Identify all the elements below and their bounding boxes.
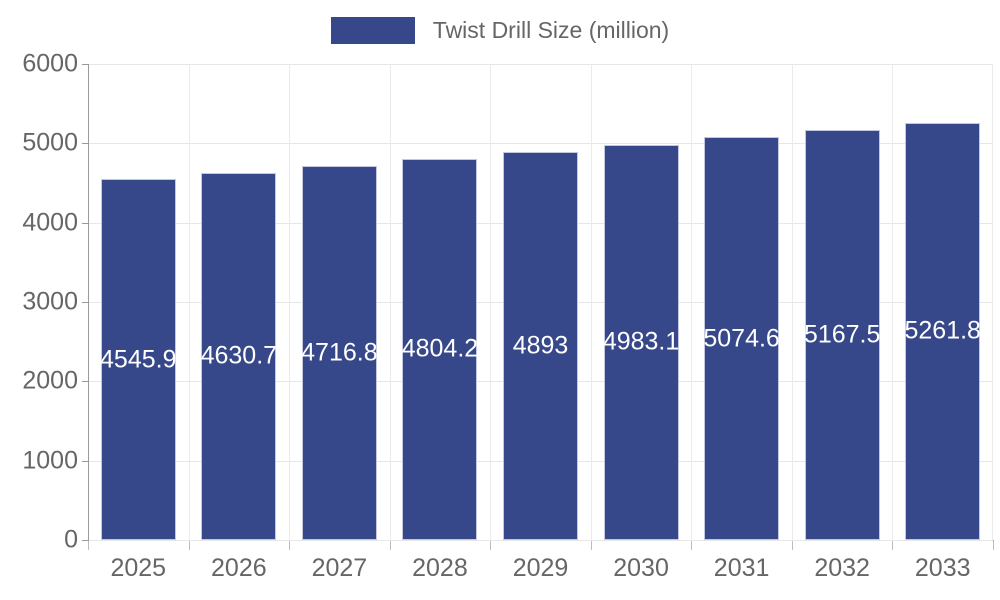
x-axis-tick-label: 2031 (713, 554, 770, 582)
x-axis-tick-mark (691, 541, 692, 550)
gridline-vertical (390, 64, 391, 540)
y-axis-tick-label: 4000 (22, 208, 78, 237)
y-axis-tick-label: 3000 (22, 287, 78, 316)
y-axis-tick-mark (82, 540, 89, 541)
bar[interactable]: 4716.8 (301, 165, 378, 540)
x-axis-tick-mark (490, 541, 491, 550)
x-axis-tick-label: 2030 (613, 554, 669, 582)
x-axis-tick-label: 2032 (814, 554, 870, 582)
gridline-vertical (892, 64, 893, 540)
y-axis: 0 1000 2000 3000 4000 5000 6000 (0, 0, 78, 600)
gridline-vertical (792, 64, 793, 540)
y-axis-tick-mark (82, 143, 89, 145)
plot-area: 4545.9 4630.7 4716.8 4804.2 4893 4983.1 5074.6… (88, 64, 993, 541)
x-axis-tick-mark (289, 541, 290, 550)
y-axis-tick-mark (82, 302, 89, 303)
x-axis-tick-mark (591, 541, 592, 550)
y-axis-tick-mark (82, 222, 89, 224)
bar[interactable]: 4983.1 (602, 144, 680, 540)
y-axis-tick-label: 1000 (22, 446, 78, 475)
bar-value-label: 4716.8 (301, 338, 378, 367)
bar-value-label: 4983.1 (602, 327, 680, 356)
y-axis-tick-label: 5000 (22, 128, 78, 157)
gridline-vertical (490, 64, 491, 540)
x-axis-tick-label: 2028 (412, 554, 468, 582)
legend-color-swatch (330, 16, 415, 44)
chart-legend: Twist Drill Size (million) (0, 12, 1000, 48)
bar[interactable]: 5261.8 (904, 122, 981, 540)
x-axis-tick-label: 2025 (110, 554, 167, 582)
y-axis-tick-mark (82, 460, 89, 462)
x-axis-tick-mark (792, 541, 793, 550)
gridline-horizontal (88, 64, 993, 65)
gridline-vertical (691, 64, 692, 540)
bar-value-label: 5261.8 (904, 316, 981, 345)
legend-item-twist-drill-size[interactable]: Twist Drill Size (million) (330, 16, 670, 44)
x-axis-tick-mark (189, 541, 190, 550)
bar-value-label: 4545.9 (100, 345, 177, 374)
x-axis-tick-label: 2027 (311, 554, 368, 582)
bar[interactable]: 4804.2 (401, 158, 479, 540)
bar-value-label: 4893 (512, 331, 569, 360)
y-axis-tick-label: 6000 (22, 49, 78, 78)
x-axis-tick-label: 2026 (211, 554, 267, 582)
bar-value-label: 4630.7 (200, 341, 278, 370)
bar[interactable]: 5074.6 (703, 137, 780, 540)
y-axis-tick-mark (82, 64, 89, 65)
gridline-vertical (591, 64, 592, 540)
bar[interactable]: 5167.5 (803, 130, 881, 540)
x-axis-tick-mark (88, 541, 89, 550)
x-axis-tick-label: 2033 (914, 554, 971, 582)
bar[interactable]: 4545.9 (100, 179, 177, 540)
legend-label: Twist Drill Size (million) (432, 16, 670, 43)
bar[interactable]: 4893 (503, 151, 578, 540)
x-axis-tick-mark (892, 541, 893, 550)
y-axis-tick-label: 2000 (22, 366, 78, 395)
bar-value-label: 5074.6 (703, 324, 780, 353)
gridline-horizontal (88, 143, 993, 145)
gridline-vertical (289, 64, 290, 540)
bar[interactable]: 4630.7 (200, 172, 278, 540)
x-axis-tick-label: 2029 (512, 554, 569, 582)
bar-value-label: 4804.2 (401, 334, 479, 363)
gridline-horizontal (88, 540, 993, 541)
x-axis-tick-mark (993, 541, 994, 550)
y-axis-tick-mark (82, 381, 89, 383)
bar-value-label: 5167.5 (803, 320, 881, 349)
x-axis-tick-mark (390, 541, 391, 550)
gridline-vertical (189, 64, 190, 540)
y-axis-tick-label: 0 (64, 525, 78, 554)
